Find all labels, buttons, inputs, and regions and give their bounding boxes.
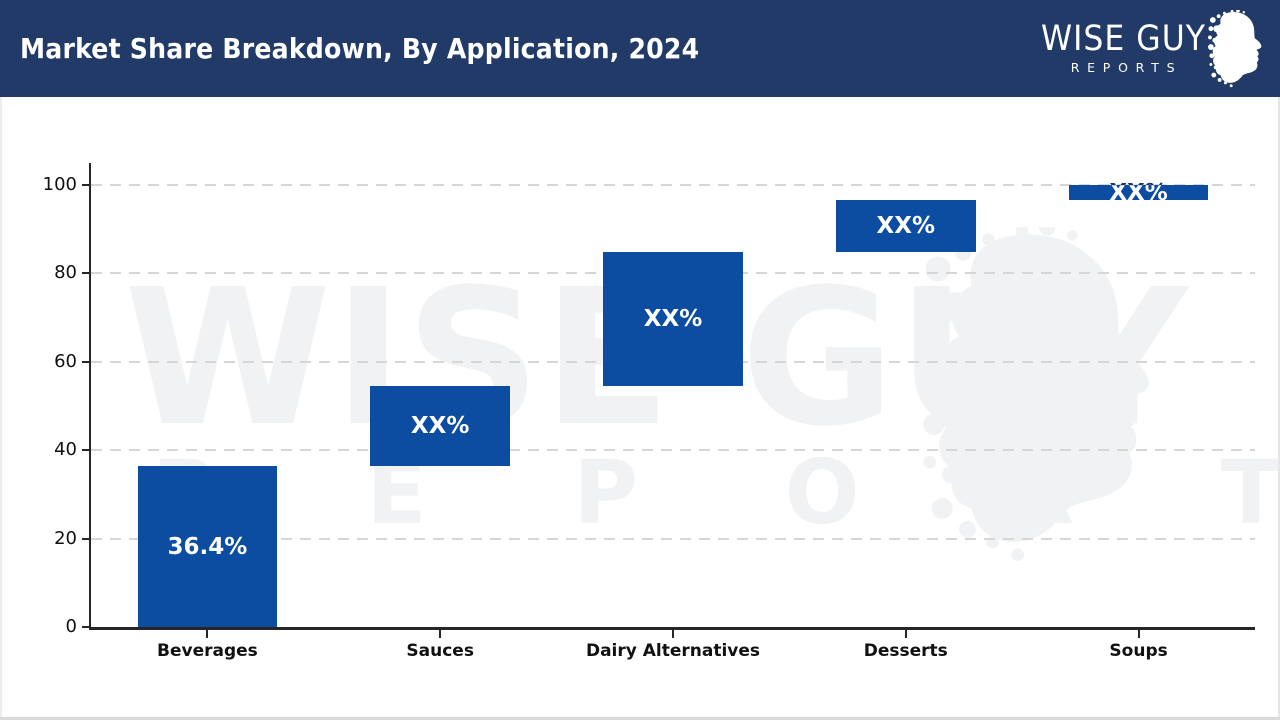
wise-guy-reports-logo: WISE GUY REPORTS xyxy=(1041,9,1266,88)
y-tick-mark xyxy=(82,449,90,452)
bar-value-label: XX% XX% xyxy=(1069,178,1209,208)
x-tick-mark xyxy=(1137,630,1140,638)
plot-area: 0 20 40 60 80 100 36.4% Beverages XX% Sauces XX% Da… xyxy=(2,97,1278,717)
x-tick-mark xyxy=(672,630,674,638)
bar-value-label: 36.4% xyxy=(167,533,248,560)
logo-wordmark: WISE GUY xyxy=(1041,19,1206,60)
y-tick-mark xyxy=(82,184,90,186)
bar-soups xyxy=(1068,185,1209,201)
bar-value-label: XX% xyxy=(876,213,936,240)
bar-value-label-part: XX% xyxy=(1109,179,1168,206)
gridline xyxy=(91,537,1255,540)
gridline xyxy=(91,449,1255,452)
category-label-dairy-alternatives: Dairy Alternatives xyxy=(585,641,761,661)
x-axis-line xyxy=(89,627,1255,630)
bar-value-label-part: XX% xyxy=(1109,179,1168,206)
category-label-sauces: Sauces xyxy=(406,641,474,661)
x-tick-mark xyxy=(904,630,907,638)
gridline xyxy=(91,184,1255,186)
page-title: Market Share Breakdown, By Application, … xyxy=(20,32,700,65)
y-tick-label: 40 xyxy=(54,439,77,461)
y-tick-mark xyxy=(82,537,90,540)
bottom-divider xyxy=(0,717,1280,720)
logo-text: WISE GUY REPORTS xyxy=(1041,22,1206,75)
y-tick-label: 60 xyxy=(54,350,77,372)
category-label-beverages: Beverages xyxy=(157,641,258,661)
y-tick-label: 20 xyxy=(54,527,77,549)
category-label-desserts: Desserts xyxy=(863,641,948,661)
logo-subtext: REPORTS xyxy=(1070,60,1183,76)
bar-value-label: XX% xyxy=(410,413,470,440)
y-tick-label: 100 xyxy=(42,174,77,195)
category-label-soups: Soups xyxy=(1109,641,1168,661)
y-tick-label: 80 xyxy=(54,262,77,284)
dotted-head-profile-icon xyxy=(1208,9,1262,87)
chart-panel: WISE GUY R E P O R T S 02040608010036.4%… xyxy=(0,97,1280,717)
x-tick-mark xyxy=(206,630,209,638)
bar-sauces xyxy=(370,386,511,467)
y-axis-line xyxy=(89,163,91,630)
y-tick-mark xyxy=(82,626,90,628)
y-tick-mark xyxy=(82,360,90,363)
bar-dairy-alternatives xyxy=(603,252,743,387)
bar-value-label: XX% xyxy=(643,306,703,333)
y-tick-label: 0 xyxy=(65,616,77,637)
y-tick-mark xyxy=(82,272,90,275)
header-bar: Market Share Breakdown, By Application, … xyxy=(0,0,1280,97)
bar-beverages xyxy=(137,466,278,627)
x-tick-mark xyxy=(439,630,442,638)
